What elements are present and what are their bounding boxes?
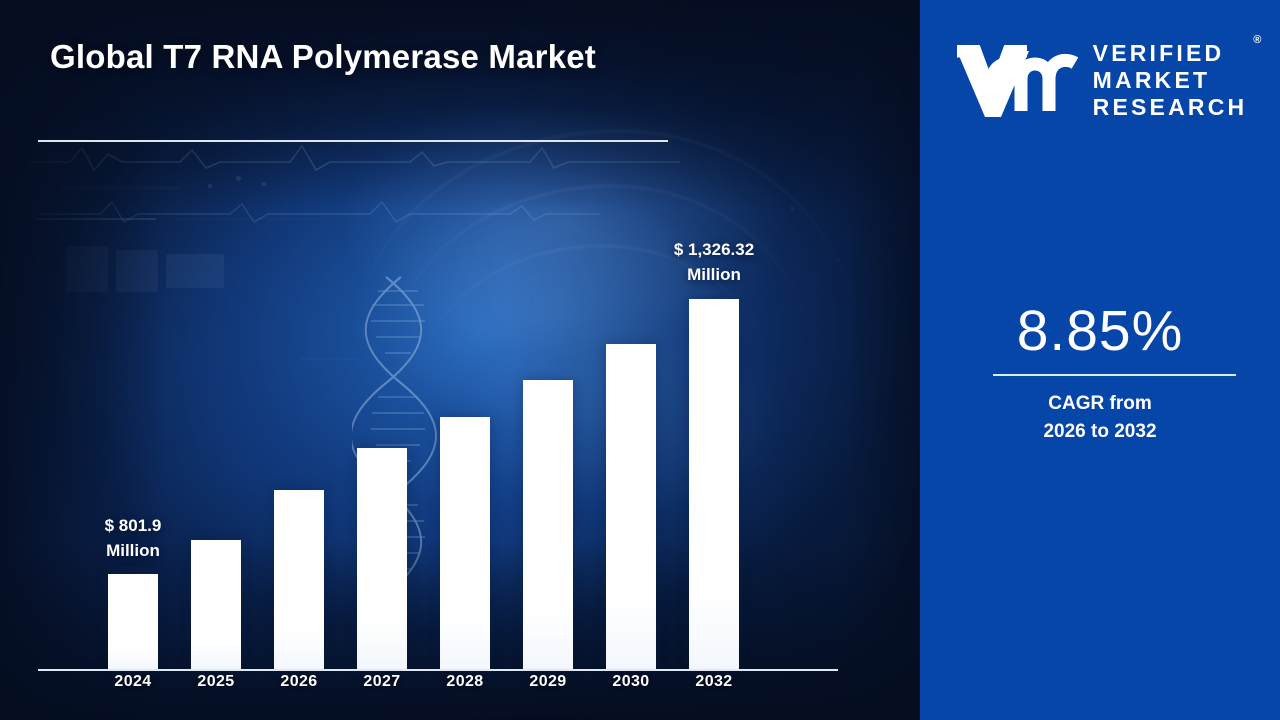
bar-2024 [108, 574, 158, 669]
x-label-2028: 2028 [446, 673, 484, 690]
x-label-2032: 2032 [695, 673, 733, 690]
x-axis-line [38, 669, 838, 671]
brand-line-3: RESEARCH [1092, 93, 1248, 120]
x-label-2029: 2029 [529, 673, 567, 690]
bar-chart: 2024 2025 2026 2027 2028 2029 2030 2032 … [38, 240, 838, 690]
x-label-2025: 2025 [197, 673, 235, 690]
brand-line-1: VERIFIED [1092, 40, 1225, 67]
data-label-2024: $ 801.9 Million [104, 516, 162, 560]
bar-2028 [440, 417, 490, 669]
brand-panel: VERIFIED MARKET RESEARCH ® 8.85% CAGR fr… [920, 0, 1280, 720]
registered-trademark-icon: ® [1253, 34, 1262, 47]
page-title: Global T7 RNA Polymerase Market [50, 38, 596, 75]
cagr-value: 8.85% [1016, 299, 1184, 363]
cagr-label: CAGR from 2026 to 2032 [1043, 393, 1157, 443]
bar-2026 [274, 490, 324, 669]
bar-2030 [606, 344, 656, 669]
x-label-2026: 2026 [280, 673, 318, 690]
bar-2027 [357, 448, 407, 669]
bar-2032 [689, 299, 739, 669]
x-label-2030: 2030 [612, 673, 650, 690]
data-label-2032: $ 1,326.32 Million [673, 240, 755, 284]
bar-2029 [523, 380, 573, 669]
bar-2025 [191, 540, 241, 669]
brand-logo: VERIFIED MARKET RESEARCH ® [920, 28, 1280, 133]
x-label-2024: 2024 [114, 673, 152, 690]
title-underline [38, 140, 668, 142]
x-label-2027: 2027 [363, 673, 401, 690]
cagr-divider [993, 374, 1236, 376]
brand-wordmark: VERIFIED MARKET RESEARCH ® [1092, 34, 1262, 121]
vmr-monogram-icon [956, 44, 1078, 117]
brand-line-2: MARKET [1092, 67, 1211, 94]
chart-panel: Global T7 RNA Polymerase Market 2024 202… [0, 0, 920, 720]
